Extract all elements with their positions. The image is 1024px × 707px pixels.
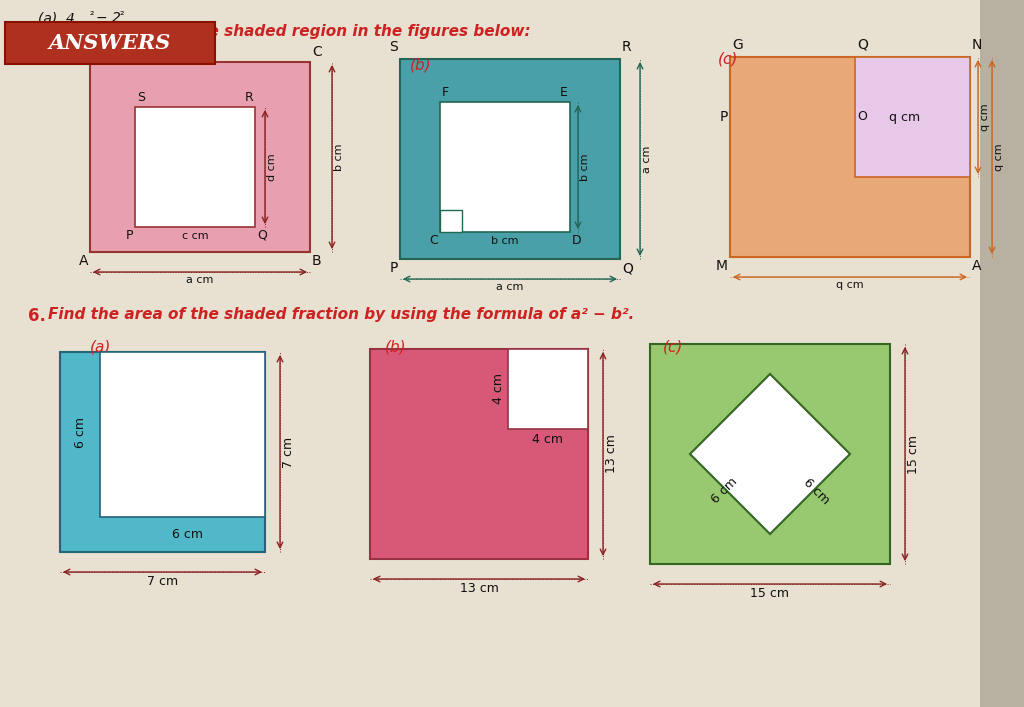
Text: a cm: a cm [497,282,523,292]
Text: b cm: b cm [580,153,590,181]
Text: c cm: c cm [181,231,208,241]
Text: A: A [79,254,88,268]
Text: 13 cm: 13 cm [460,582,499,595]
Text: S: S [137,91,145,104]
Text: 7 cm: 7 cm [146,575,178,588]
FancyBboxPatch shape [508,349,588,429]
FancyBboxPatch shape [100,352,265,517]
Text: N: N [972,38,982,52]
Text: O: O [857,110,867,124]
FancyBboxPatch shape [730,57,970,257]
Text: 6 cm: 6 cm [709,475,739,506]
FancyBboxPatch shape [440,210,462,232]
Text: Q: Q [622,261,633,275]
Text: a cm: a cm [186,275,214,285]
Text: Q: Q [857,38,868,52]
Text: A: A [972,259,981,273]
Text: R: R [622,40,632,54]
Text: 6.: 6. [28,307,46,325]
FancyBboxPatch shape [135,107,255,227]
Text: Find the area of the shaded fraction by using the formula of a² − b².: Find the area of the shaded fraction by … [48,307,634,322]
Text: − 2: − 2 [96,11,121,25]
Text: q cm: q cm [994,144,1004,171]
Text: q cm: q cm [980,103,990,131]
Text: R: R [245,91,253,104]
Text: b cm: b cm [334,144,344,171]
Text: 13 cm: 13 cm [605,435,618,474]
Text: B: B [312,254,322,268]
Text: (b): (b) [410,57,432,72]
Text: ²: ² [120,11,125,21]
Text: C: C [312,45,322,59]
Text: M: M [716,259,728,273]
Text: 15 cm: 15 cm [751,587,790,600]
Text: 7 cm: 7 cm [282,436,295,467]
FancyBboxPatch shape [980,0,1024,707]
FancyBboxPatch shape [370,349,588,559]
Text: D: D [572,234,582,247]
Text: P: P [720,110,728,124]
Text: 4 cm: 4 cm [532,433,563,446]
Text: ANSWERS: ANSWERS [49,33,171,53]
FancyBboxPatch shape [90,62,310,252]
Text: (a): (a) [148,47,169,62]
Text: 5.: 5. [28,24,46,42]
Text: P: P [389,261,398,275]
Text: (c): (c) [663,339,683,354]
FancyBboxPatch shape [650,344,890,564]
Polygon shape [690,374,850,534]
Text: b cm: b cm [492,236,519,246]
Text: Find the area of the shaded region in the figures below:: Find the area of the shaded region in th… [48,24,530,39]
Text: a cm: a cm [642,146,652,173]
Text: d cm: d cm [267,153,278,181]
Text: 6 cm: 6 cm [172,528,203,541]
Text: ²: ² [90,11,94,21]
Text: 6 cm: 6 cm [801,475,831,506]
Text: Q: Q [257,229,267,242]
Text: 6 cm: 6 cm [75,416,87,448]
Text: C: C [429,234,438,247]
FancyBboxPatch shape [5,22,215,64]
Text: D: D [77,45,88,59]
Text: S: S [389,40,398,54]
FancyBboxPatch shape [0,0,990,707]
Text: q cm: q cm [837,280,864,290]
Text: q cm: q cm [889,110,920,124]
Text: (b): (b) [385,339,407,354]
Text: (c): (c) [718,52,738,67]
Text: 15 cm: 15 cm [907,435,920,474]
Text: P: P [126,229,133,242]
FancyBboxPatch shape [855,57,970,177]
Text: F: F [442,86,450,99]
Text: (a)  4: (a) 4 [38,11,75,25]
Text: 4 cm: 4 cm [492,373,505,404]
Text: E: E [560,86,568,99]
FancyBboxPatch shape [400,59,620,259]
Text: G: G [732,38,742,52]
FancyBboxPatch shape [60,352,265,552]
Text: (a): (a) [90,339,112,354]
FancyBboxPatch shape [440,102,570,232]
